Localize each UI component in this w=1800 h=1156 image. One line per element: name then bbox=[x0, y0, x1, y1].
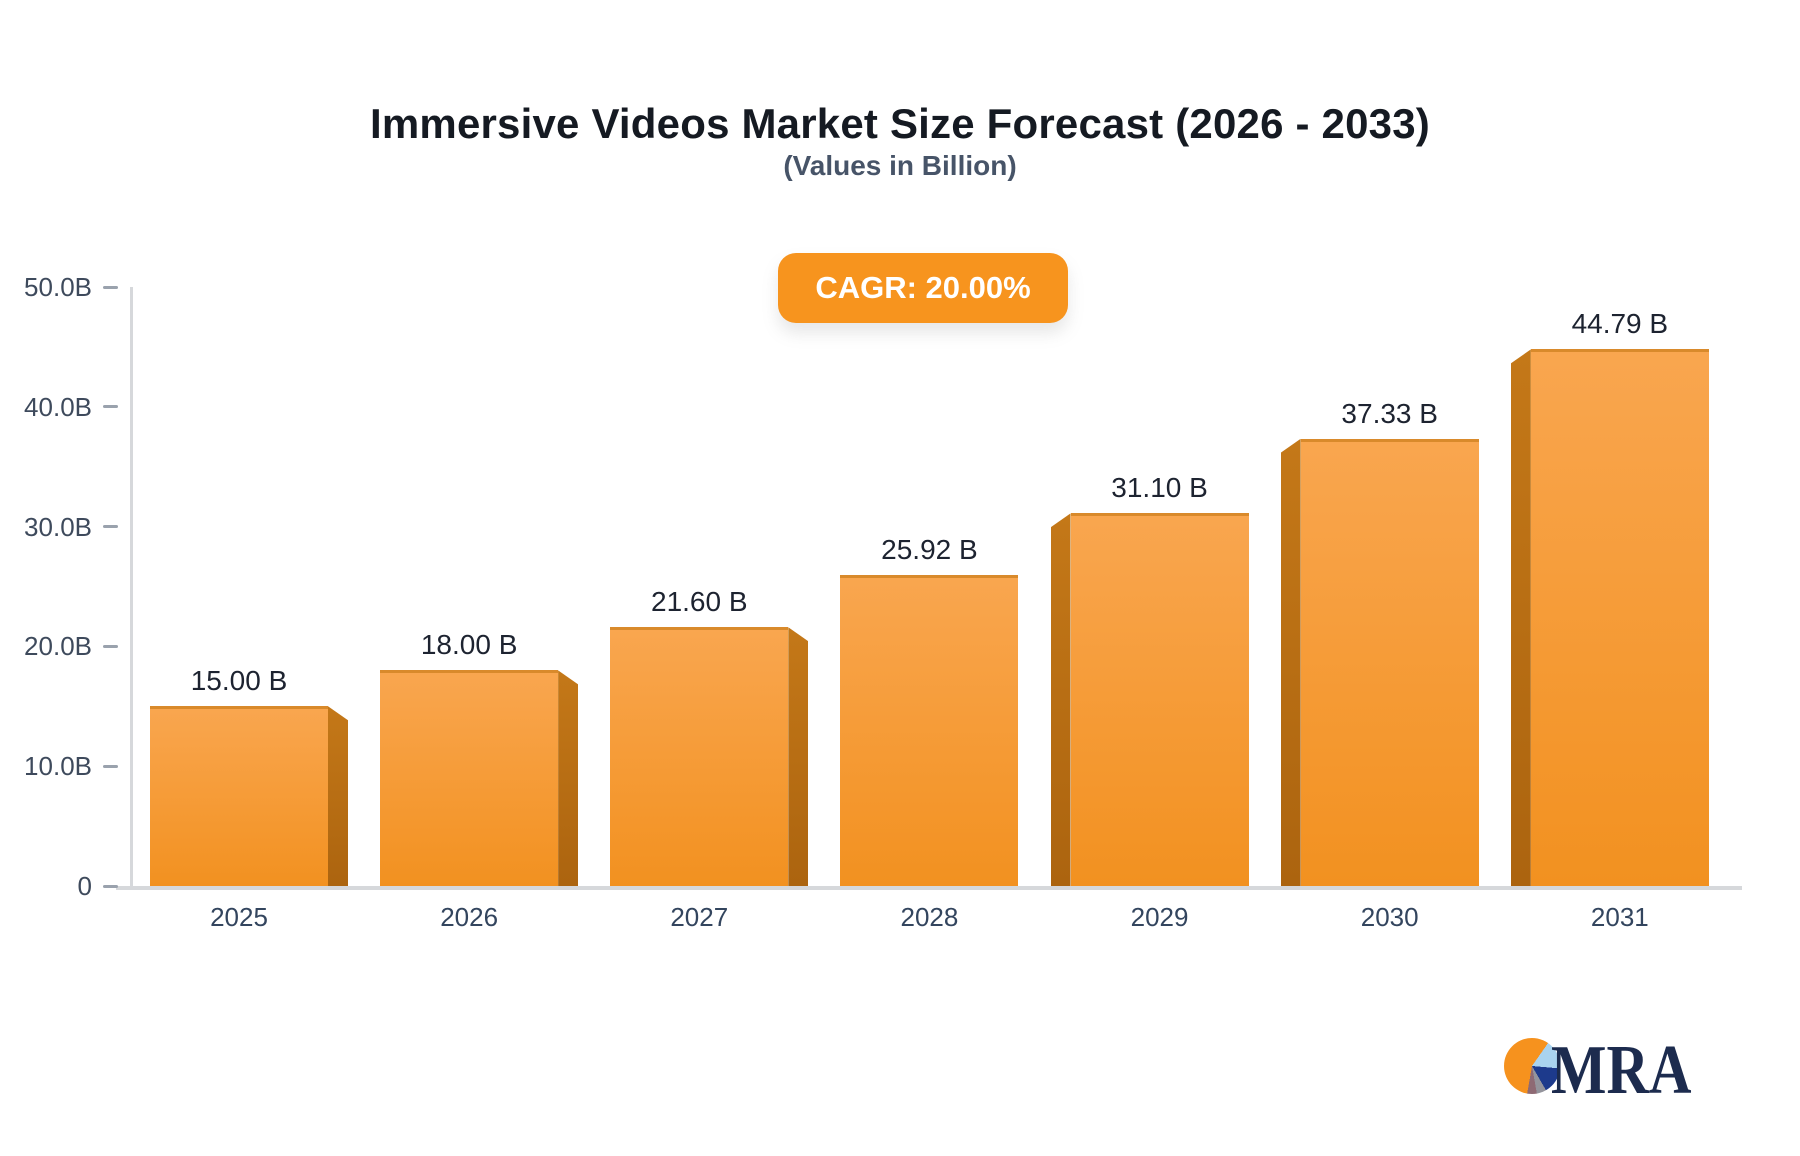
y-tick-mark bbox=[103, 285, 118, 289]
bar-value-label: 15.00 B bbox=[190, 665, 288, 697]
y-tick-mark bbox=[103, 764, 118, 768]
y-tick-mark bbox=[103, 405, 118, 409]
y-tick-mark bbox=[103, 644, 118, 648]
bar-value-label: 31.10 B bbox=[1111, 472, 1208, 504]
bar-2031 bbox=[1530, 349, 1709, 886]
bar-2026 bbox=[380, 670, 559, 886]
x-tick-label: 2031 bbox=[1590, 902, 1649, 932]
y-tick-label: 40.0B bbox=[24, 391, 92, 422]
chart-subtitle: (Values in Billion) bbox=[783, 150, 1017, 181]
bar-side-face bbox=[788, 627, 809, 886]
x-tick-label: 2027 bbox=[670, 902, 729, 932]
bar-side-face bbox=[558, 670, 579, 886]
bar-side-face bbox=[1510, 349, 1531, 886]
brand-logo: MRA bbox=[1504, 1030, 1724, 1109]
bar-value-label: 25.92 B bbox=[881, 534, 978, 566]
y-tick-label: 20.0B bbox=[24, 631, 92, 662]
bar-2027 bbox=[610, 627, 789, 886]
brand-logo-text: MRA bbox=[1551, 1032, 1692, 1109]
cagr-badge-label: CAGR: 20.00% bbox=[815, 270, 1031, 305]
x-axis-line bbox=[116, 886, 1742, 890]
bar-2025 bbox=[150, 706, 328, 886]
bar-side-face bbox=[1050, 513, 1071, 886]
y-tick-label: 0 bbox=[77, 871, 92, 901]
bar-side-face bbox=[1280, 438, 1301, 886]
x-tick-label: 2029 bbox=[1130, 902, 1189, 932]
bar-value-label: 21.60 B bbox=[651, 586, 748, 618]
y-tick-label: 50.0B bbox=[24, 272, 92, 302]
x-tick-label: 2026 bbox=[440, 902, 499, 932]
bar-2029 bbox=[1070, 513, 1249, 886]
y-tick-mark bbox=[103, 525, 118, 529]
bar-side-face bbox=[328, 706, 348, 886]
bar-value-label: 37.33 B bbox=[1341, 397, 1438, 429]
chart-title: Immersive Videos Market Size Forecast (2… bbox=[370, 100, 1430, 147]
x-tick-label: 2028 bbox=[900, 902, 959, 932]
x-tick-label: 2030 bbox=[1360, 902, 1419, 932]
y-tick-label: 10.0B bbox=[24, 751, 92, 782]
pie-chart-logo-icon bbox=[1504, 1038, 1560, 1094]
bar-value-label: 18.00 B bbox=[420, 629, 518, 661]
bar-2030 bbox=[1300, 438, 1479, 886]
y-tick-mark bbox=[103, 884, 118, 888]
cagr-badge: CAGR: 20.00% bbox=[778, 253, 1068, 323]
bar-2028 bbox=[840, 575, 1019, 886]
bar-value-label: 44.79 B bbox=[1571, 308, 1669, 340]
y-axis-line bbox=[130, 287, 133, 886]
x-tick-label: 2025 bbox=[210, 902, 268, 932]
y-tick-label: 30.0B bbox=[24, 511, 92, 542]
